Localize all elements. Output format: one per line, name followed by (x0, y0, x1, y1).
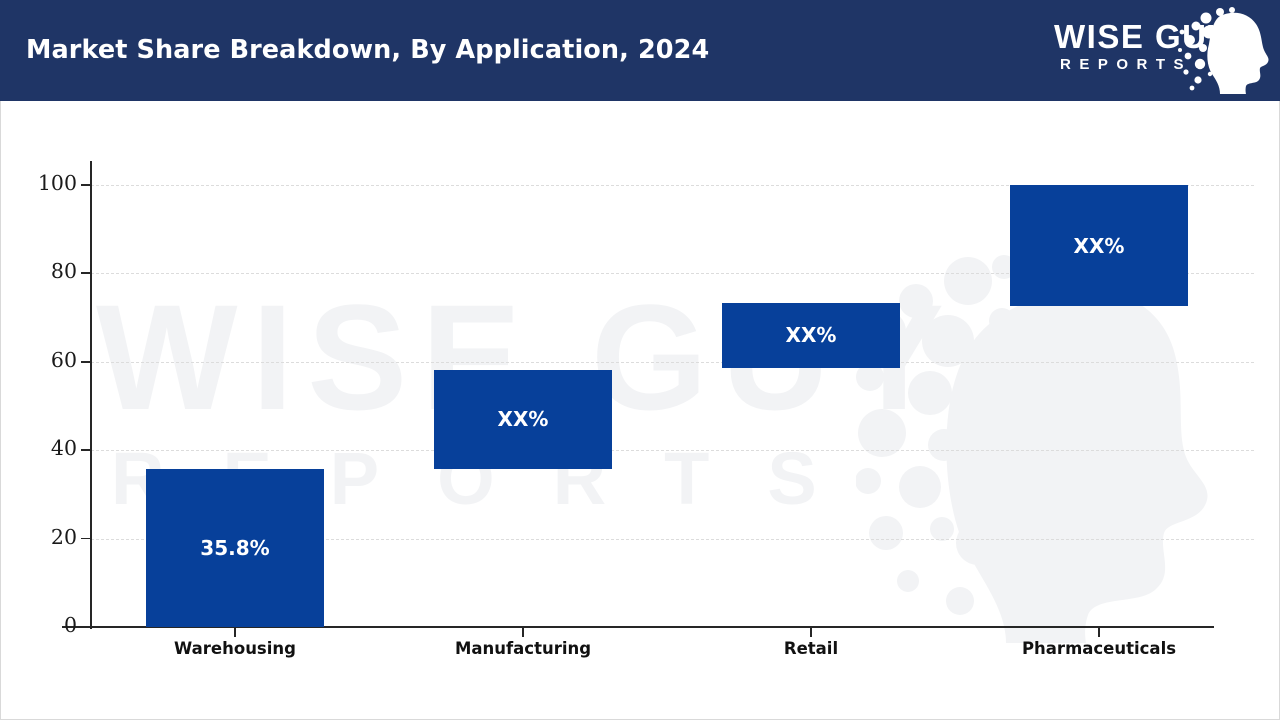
plot-grid (91, 185, 1254, 627)
gridline (91, 361, 1254, 363)
y-axis-tick-label: 100 (37, 171, 77, 195)
y-axis-tick-mark (81, 184, 90, 186)
page-header: Market Share Breakdown, By Application, … (0, 0, 1280, 101)
y-axis-tick-label: 0 (63, 613, 77, 637)
chart-bar[interactable]: 35.8% (146, 468, 324, 627)
dotted-head-profile-icon (1178, 7, 1269, 95)
bar-value-label: XX% (497, 407, 549, 432)
x-axis-tick-label: Manufacturing (454, 639, 592, 658)
y-axis-tick-mark (81, 272, 90, 275)
gridline (91, 273, 1254, 275)
y-axis-tick-mark (81, 449, 90, 451)
gridline (91, 538, 1254, 540)
y-axis-tick-label: 20 (50, 524, 77, 549)
x-axis-tick-label: Warehousing (174, 639, 296, 658)
chart-area: WISE GUY REPORTS (0, 101, 1280, 720)
y-axis-tick-label: 60 (50, 347, 77, 372)
y-axis-tick-mark (81, 360, 90, 363)
bar-value-label: XX% (1073, 233, 1125, 258)
y-axis-tick-label: 40 (50, 436, 77, 461)
x-axis-tick-mark (810, 628, 813, 637)
y-axis-tick-mark (81, 537, 90, 540)
x-axis-tick-mark (522, 628, 525, 637)
bar-value-label: XX% (785, 323, 837, 348)
x-axis-tick-mark (234, 628, 237, 637)
gridline (91, 185, 1254, 186)
page-title: Market Share Breakdown, By Application, … (26, 35, 710, 65)
chart-bar[interactable]: XX% (434, 369, 612, 469)
gridline (91, 450, 1254, 452)
y-axis-tick-label: 80 (50, 259, 77, 284)
x-axis-tick-label: Pharmaceuticals (1021, 639, 1177, 658)
chart-bar[interactable]: XX% (1010, 185, 1188, 307)
logo-secondary-text: REPORTS (1060, 56, 1193, 73)
y-axis-line (90, 161, 93, 629)
x-axis-line (62, 626, 1214, 629)
x-axis-tick-mark (1098, 628, 1101, 637)
wise-guy-reports-logo: WISE GUY REPORTS (1024, 6, 1274, 96)
x-axis-tick-label: Retail (783, 639, 839, 658)
bar-value-label: 35.8% (200, 535, 270, 560)
chart-bar[interactable]: XX% (722, 303, 900, 368)
y-axis-tick-mark (81, 626, 90, 628)
